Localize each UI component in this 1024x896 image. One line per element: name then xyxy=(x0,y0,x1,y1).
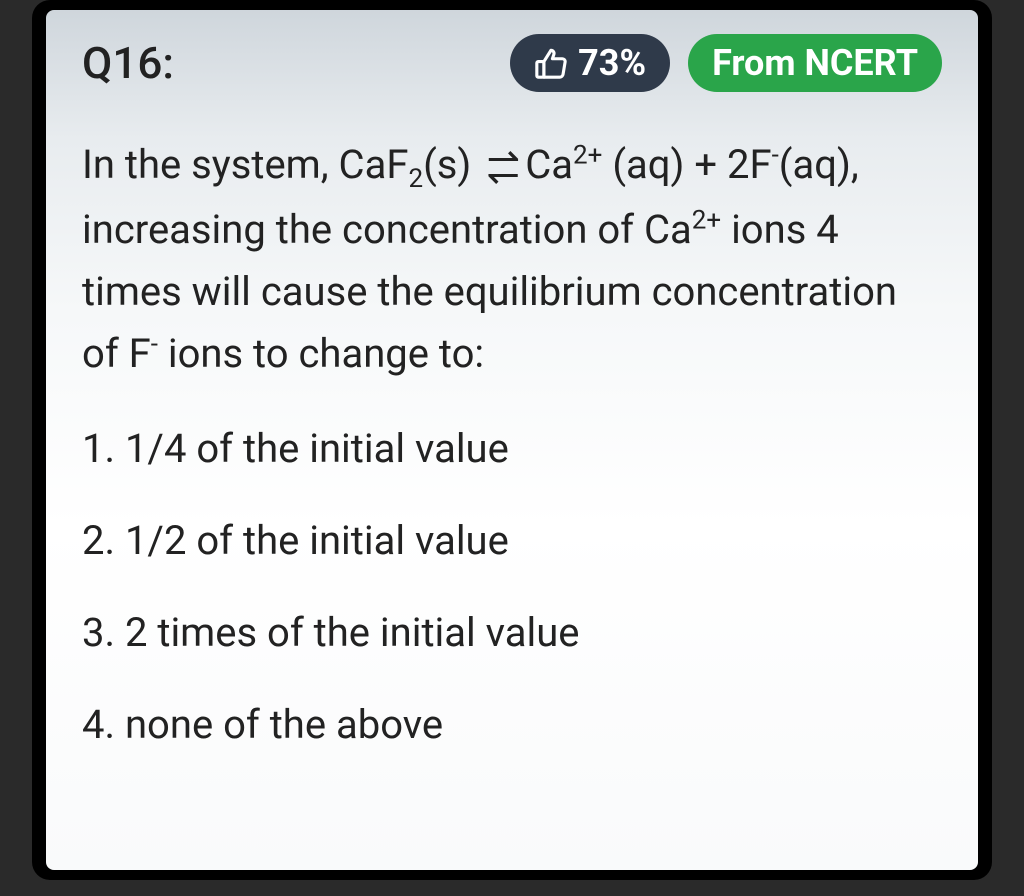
q-eq-r2-sup: - xyxy=(772,141,779,171)
q-eq-left-state: (s) xyxy=(423,141,471,188)
q-eq-left-sub: 2 xyxy=(408,164,423,194)
option-4-text: none of the above xyxy=(125,701,443,748)
rating-percent: 73% xyxy=(578,42,646,84)
option-3-num: 3. xyxy=(82,609,115,656)
option-3-text: 2 times of the initial value xyxy=(125,609,580,656)
question-screen: Q16: 73% From NCERT In the system, CaF2(… xyxy=(46,10,978,870)
q-line2-sup: 2+ xyxy=(692,206,721,236)
q-prefix: In the system, xyxy=(82,141,339,188)
rating-badge[interactable]: 73% xyxy=(510,34,670,92)
thumbs-up-icon xyxy=(534,46,568,80)
option-1[interactable]: 1. 1/4 of the initial value xyxy=(82,421,942,477)
q-line2a: increasing the concentration of Ca xyxy=(82,206,692,253)
q-eq-r1: Ca xyxy=(525,141,573,188)
q-eq-r1-sup: 2+ xyxy=(573,141,602,171)
option-1-text: 1/4 of the initial value xyxy=(125,425,509,472)
q-line2c-sup: - xyxy=(151,330,158,360)
q-eq-r2-state: (aq), xyxy=(779,141,859,188)
question-text: In the system, CaF2(s) ⇀↽Ca2+ (aq) + 2F-… xyxy=(82,134,942,385)
option-3[interactable]: 3. 2 times of the initial value xyxy=(82,605,942,661)
source-badge[interactable]: From NCERT xyxy=(688,34,942,92)
question-number: Q16: xyxy=(82,37,174,89)
phone-frame: Q16: 73% From NCERT In the system, CaF2(… xyxy=(32,0,992,880)
source-badge-label: From NCERT xyxy=(712,42,918,84)
option-4-num: 4. xyxy=(82,701,115,748)
header-row: Q16: 73% From NCERT xyxy=(82,34,942,92)
equilibrium-arrows-icon: ⇀↽ xyxy=(481,147,525,187)
option-4[interactable]: 4. none of the above xyxy=(82,697,942,753)
option-1-num: 1. xyxy=(82,425,115,472)
option-2-num: 2. xyxy=(82,517,115,564)
option-2[interactable]: 2. 1/2 of the initial value xyxy=(82,513,942,569)
q-eq-left: CaF xyxy=(339,141,409,188)
q-line2d: ions to change to: xyxy=(158,330,484,377)
options-list: 1. 1/4 of the initial value 2. 1/2 of th… xyxy=(82,421,942,753)
option-2-text: 1/2 of the initial value xyxy=(125,517,509,564)
q-eq-r1-state: (aq) + 2F xyxy=(602,141,771,188)
